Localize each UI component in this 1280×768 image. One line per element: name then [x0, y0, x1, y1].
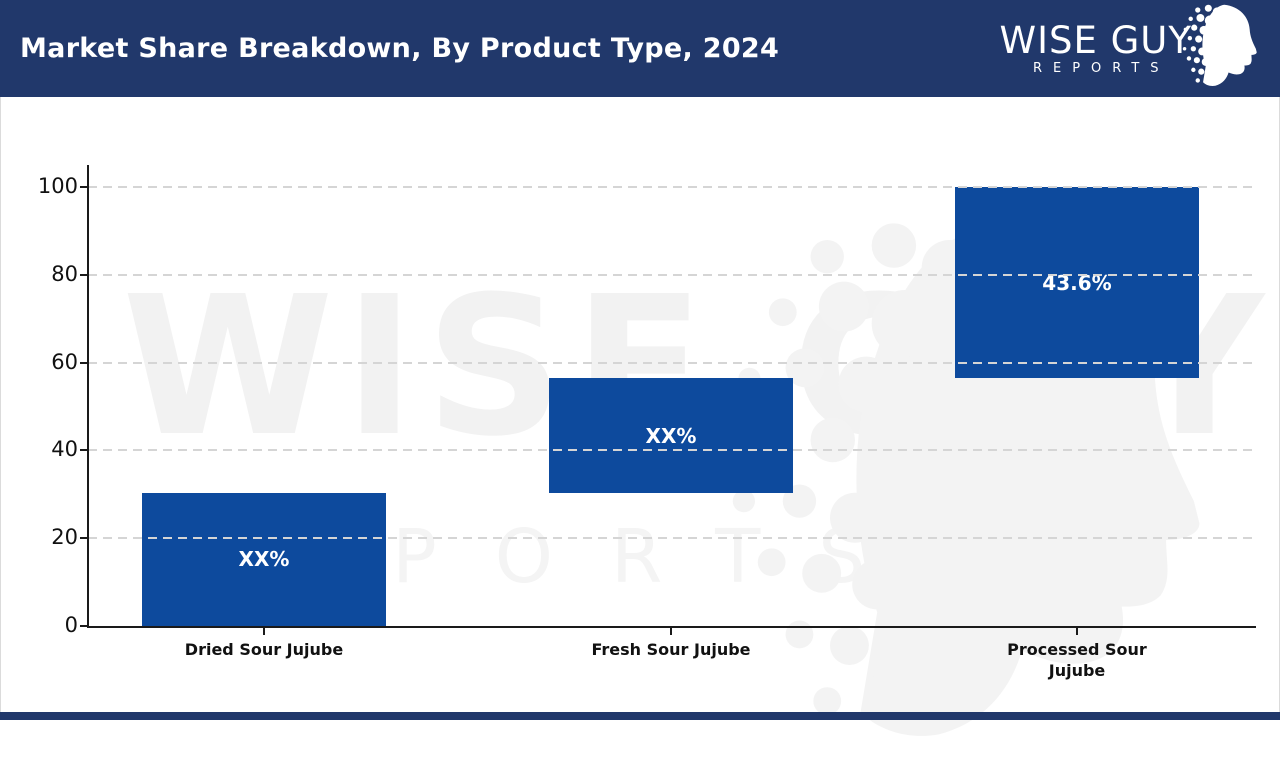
x-tick-mark — [1076, 628, 1078, 635]
y-tick-label: 80 — [51, 261, 78, 286]
chart-plot-area: 0 20 40 60 80 100 XX% Dried Sour Jujube XX% Fresh… — [37, 165, 1256, 680]
gridline-y-60 — [88, 361, 1256, 364]
x-category-label: Dried Sour Jujube — [184, 640, 344, 659]
y-tick-mark — [80, 273, 87, 276]
y-tick-mark — [80, 361, 87, 364]
bar-value-label: XX% — [645, 423, 697, 448]
bar-2: 43.6% — [955, 187, 1199, 379]
y-tick-label: 20 — [51, 525, 78, 550]
gridline-y-40 — [88, 449, 1256, 452]
gridline-y-80 — [88, 273, 1256, 276]
x-category-label: Fresh Sour Jujube — [591, 640, 751, 659]
wise-guy-reports-logo: WISE GUY REPORTS — [1000, 4, 1260, 91]
y-axis-line — [87, 165, 89, 628]
y-tick-mark — [80, 625, 87, 627]
bar-1: XX% — [549, 378, 793, 493]
x-axis-line — [87, 626, 1256, 628]
x-tick-mark — [670, 628, 672, 635]
logo-text: WISE GUY REPORTS — [1000, 22, 1192, 75]
gridline-y-20 — [88, 537, 1256, 540]
page-title: Market Share Breakdown, By Product Type,… — [20, 33, 780, 64]
y-tick-label: 40 — [51, 437, 78, 462]
x-category-label: Processed Sour Jujube — [1007, 640, 1147, 680]
gridline-y-100 — [88, 186, 1256, 188]
page-border-left — [0, 97, 1, 712]
y-tick-mark — [80, 537, 87, 540]
y-tick-mark — [80, 186, 87, 188]
x-tick-mark — [263, 628, 265, 635]
y-tick-label: 0 — [64, 613, 78, 637]
y-tick-label: 60 — [51, 349, 78, 374]
y-tick-mark — [80, 449, 87, 452]
logo-wordmark: WISE GUY — [999, 19, 1192, 62]
page: Market Share Breakdown, By Product Type,… — [0, 0, 1280, 736]
bar-value-label: XX% — [238, 547, 290, 572]
bar-0: XX% — [142, 492, 386, 626]
logo-subtitle: REPORTS — [1032, 61, 1170, 76]
header-bar: Market Share Breakdown, By Product Type,… — [0, 0, 1280, 97]
footer-bar — [0, 712, 1280, 720]
logo-head-icon — [1182, 4, 1257, 86]
y-tick-label: 100 — [37, 174, 78, 198]
